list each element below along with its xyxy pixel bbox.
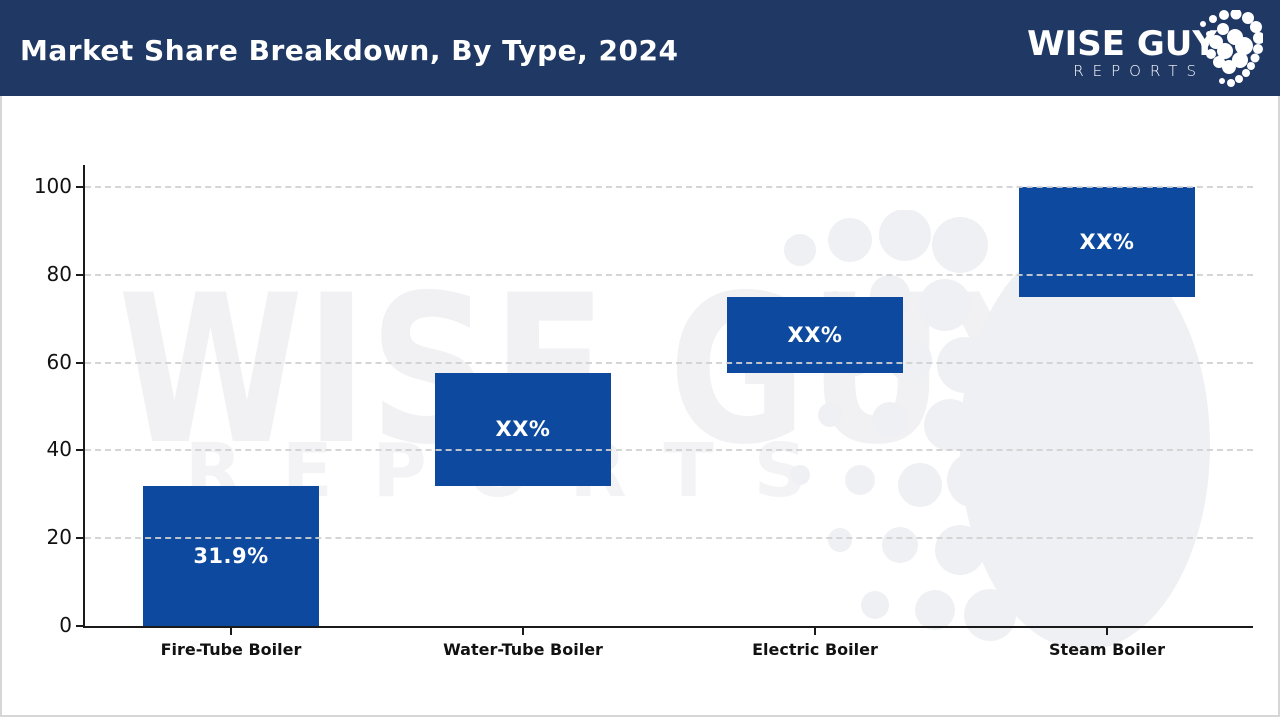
y-tick-label: 100 (33, 174, 72, 198)
bar-electric-boiler: XX% (727, 297, 903, 373)
x-axis-spine (83, 626, 1253, 628)
x-tick-mark (522, 628, 524, 635)
y-tick-label: 60 (46, 349, 72, 374)
bar-water-tube-boiler: XX% (435, 372, 611, 486)
logo-wordmark: WISE GUY (1027, 24, 1217, 64)
y-tick-mark (76, 273, 85, 276)
y-tick-label: 20 (46, 525, 72, 550)
gridline (85, 449, 1253, 452)
page-title: Market Share Breakdown, By Type, 2024 (20, 34, 679, 67)
bar-value-label: XX% (1079, 230, 1135, 255)
x-tick-mark (1106, 628, 1108, 635)
logo-subtitle: REPORTS (1073, 62, 1205, 80)
watermark-head-icon (784, 210, 1210, 650)
y-tick-label: 0 (59, 613, 72, 637)
gridline (85, 361, 1253, 364)
y-tick-mark (76, 625, 85, 627)
x-tick-mark (814, 628, 816, 635)
gridline (85, 186, 1253, 188)
bar-fire-tube-boiler: 31.9% (143, 485, 319, 626)
gridline (85, 273, 1253, 276)
wise-guy-logo: WISE GUY REPORTS (1003, 8, 1263, 92)
y-tick-mark (76, 537, 85, 540)
header-band: Market Share Breakdown, By Type, 2024 WI… (0, 0, 1280, 96)
y-tick-label: 40 (46, 437, 72, 462)
dotted-head-icon (1200, 10, 1263, 87)
x-category-label: Electric Boiler (752, 640, 878, 659)
gridline (85, 537, 1253, 540)
bar-value-label: XX% (495, 417, 551, 442)
y-tick-mark (76, 361, 85, 364)
y-tick-mark (76, 186, 85, 188)
bar-value-label: XX% (787, 322, 843, 347)
x-category-label: Steam Boiler (1049, 640, 1165, 659)
bar-steam-boiler: XX% (1019, 187, 1195, 298)
y-tick-label: 80 (46, 261, 72, 286)
bar-value-label: 31.9% (193, 543, 269, 568)
x-category-label: Water-Tube Boiler (443, 640, 603, 659)
y-tick-mark (76, 449, 85, 452)
y-axis-spine (83, 165, 85, 628)
x-tick-mark (230, 628, 232, 635)
x-category-label: Fire-Tube Boiler (160, 640, 302, 659)
